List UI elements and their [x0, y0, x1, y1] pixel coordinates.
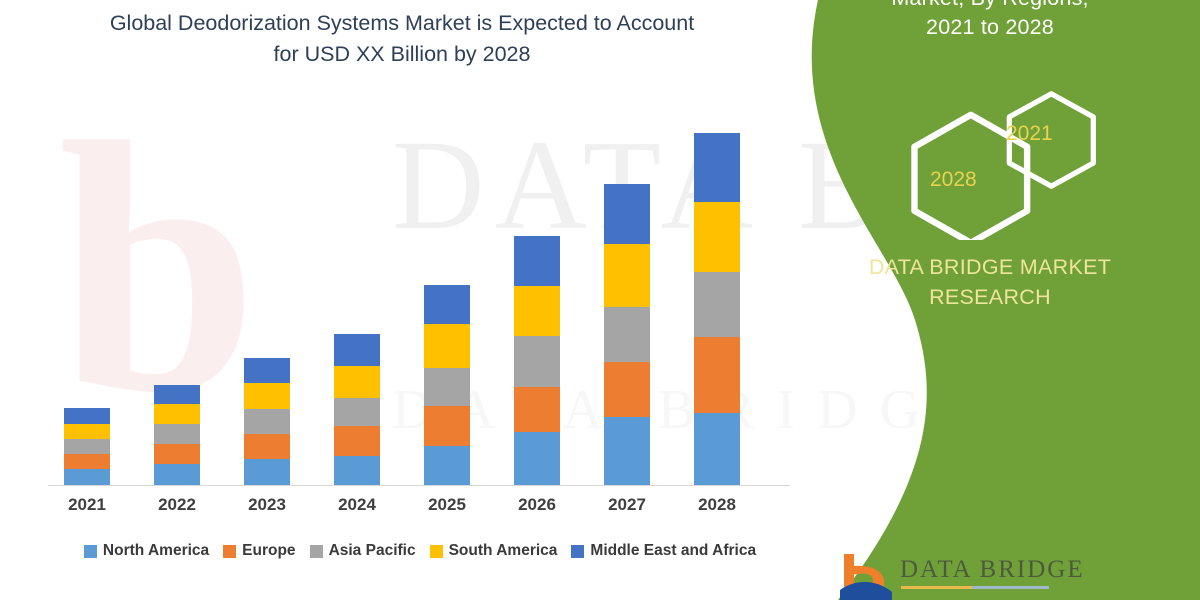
- bar-segment: [694, 133, 740, 202]
- legend-swatch: [429, 544, 443, 558]
- legend-label: North America: [102, 542, 210, 559]
- legend-item[interactable]: Middle East and Africa: [571, 542, 756, 560]
- legend-item[interactable]: Europe: [223, 542, 296, 560]
- legend-label: South America: [448, 542, 558, 559]
- stacked-bar-chart: [40, 100, 800, 490]
- x-axis-label: 2021: [68, 495, 106, 514]
- bar-segment: [604, 362, 650, 417]
- bar-segment: [244, 434, 290, 459]
- x-axis-label: 2028: [698, 495, 736, 514]
- bar-segment: [424, 285, 470, 324]
- x-axis-label: 2027: [608, 495, 646, 514]
- bar-segment: [424, 406, 470, 446]
- bar-segment: [694, 202, 740, 272]
- bar-segment: [604, 307, 650, 362]
- bar-segment: [514, 387, 560, 432]
- bar-segment: [64, 469, 110, 485]
- bar-segment: [334, 398, 380, 426]
- x-axis-label: 2022: [158, 495, 196, 514]
- x-axis-label: 2024: [338, 495, 376, 514]
- legend-label: Asia Pacific: [328, 542, 416, 559]
- bar-column: [64, 408, 110, 485]
- legend-swatch: [571, 544, 585, 558]
- bar-segment: [154, 385, 200, 404]
- legend-label: Middle East and Africa: [590, 542, 757, 559]
- bar-segment: [154, 444, 200, 464]
- panel-title-line-2: 2021 to 2028: [926, 15, 1054, 39]
- bar-segment: [604, 244, 650, 307]
- dbmr-logo: DATA BRIDGE: [838, 552, 1168, 600]
- panel-brand: DATA BRIDGE MARKET RESEARCH: [780, 252, 1200, 312]
- bar-segment: [334, 456, 380, 485]
- bar-segment: [64, 454, 110, 469]
- legend-label: Europe: [242, 542, 296, 559]
- bar-segment: [604, 417, 650, 485]
- x-axis-label: 2023: [248, 495, 286, 514]
- bar-segment: [694, 272, 740, 337]
- hexagon-badges: 2028 2021: [780, 90, 1200, 240]
- panel-title-line-1: Market, By Regions,: [780, 0, 1200, 13]
- bar-segment: [694, 337, 740, 413]
- bar-segment: [514, 236, 560, 286]
- bar-segment: [334, 426, 380, 456]
- bar-column: [334, 334, 380, 485]
- x-axis-labels: 2021 2022 2023 2024 2025 2026 2027 2028: [40, 495, 800, 521]
- x-axis-line: [48, 485, 790, 486]
- panel-brand-line-1: DATA BRIDGE MARKET: [868, 255, 1112, 279]
- bar-segment: [244, 358, 290, 383]
- green-side-panel: Market, By Regions, 2021 to 2028 2028 20…: [780, 0, 1200, 600]
- bar-segment: [424, 368, 470, 406]
- dbmr-logo-underline: [901, 586, 1049, 589]
- bar-column: [514, 236, 560, 485]
- green-panel-shape: [811, 0, 1200, 600]
- bar-segment: [244, 459, 290, 485]
- bar-segment: [64, 424, 110, 439]
- legend-swatch: [83, 544, 97, 558]
- page-title-line-1: Global Deodorization Systems Market is E…: [109, 11, 695, 35]
- bar-segment: [244, 383, 290, 409]
- bar-segment: [604, 184, 650, 244]
- bar-segment: [334, 334, 380, 366]
- page-title: Global Deodorization Systems Market is E…: [52, 8, 752, 70]
- panel-brand-line-2: RESEARCH: [929, 285, 1051, 309]
- bar-segment: [514, 432, 560, 485]
- bar-segment: [694, 413, 740, 485]
- legend-swatch: [309, 544, 323, 558]
- hexagon-label-2028: 2028: [930, 168, 977, 191]
- x-axis-label: 2025: [428, 495, 466, 514]
- bar-segment: [64, 408, 110, 424]
- legend-item[interactable]: South America: [429, 542, 558, 560]
- bar-segment: [334, 366, 380, 398]
- panel-title: Market, By Regions, 2021 to 2028: [780, 0, 1200, 42]
- dbmr-logo-mark-icon: [840, 554, 892, 600]
- bar-column: [604, 184, 650, 485]
- legend-item[interactable]: Asia Pacific: [309, 542, 416, 560]
- bar-column: [694, 133, 740, 485]
- bar-segment: [64, 439, 110, 454]
- x-axis-label: 2026: [518, 495, 556, 514]
- legend-item[interactable]: North America: [83, 542, 210, 560]
- hexagon-outlines-icon: [911, 91, 1096, 240]
- bar-segment: [154, 424, 200, 444]
- bar-segment: [244, 409, 290, 434]
- bar-column: [244, 358, 290, 485]
- bar-segment: [514, 336, 560, 387]
- hexagon-label-2021: 2021: [1006, 122, 1053, 145]
- chart-legend: North America Europe Asia Pacific South Ame…: [40, 538, 800, 564]
- page-title-line-2: for USD XX Billion by 2028: [273, 42, 531, 66]
- dbmr-logo-text: DATA BRIDGE: [900, 556, 1085, 583]
- bar-column: [424, 285, 470, 485]
- bar-segment: [154, 464, 200, 485]
- bar-group: [40, 100, 800, 486]
- bar-segment: [424, 446, 470, 485]
- bar-segment: [154, 404, 200, 424]
- bar-segment: [424, 324, 470, 368]
- legend-swatch: [223, 544, 237, 558]
- bar-segment: [514, 286, 560, 336]
- bar-column: [154, 385, 200, 485]
